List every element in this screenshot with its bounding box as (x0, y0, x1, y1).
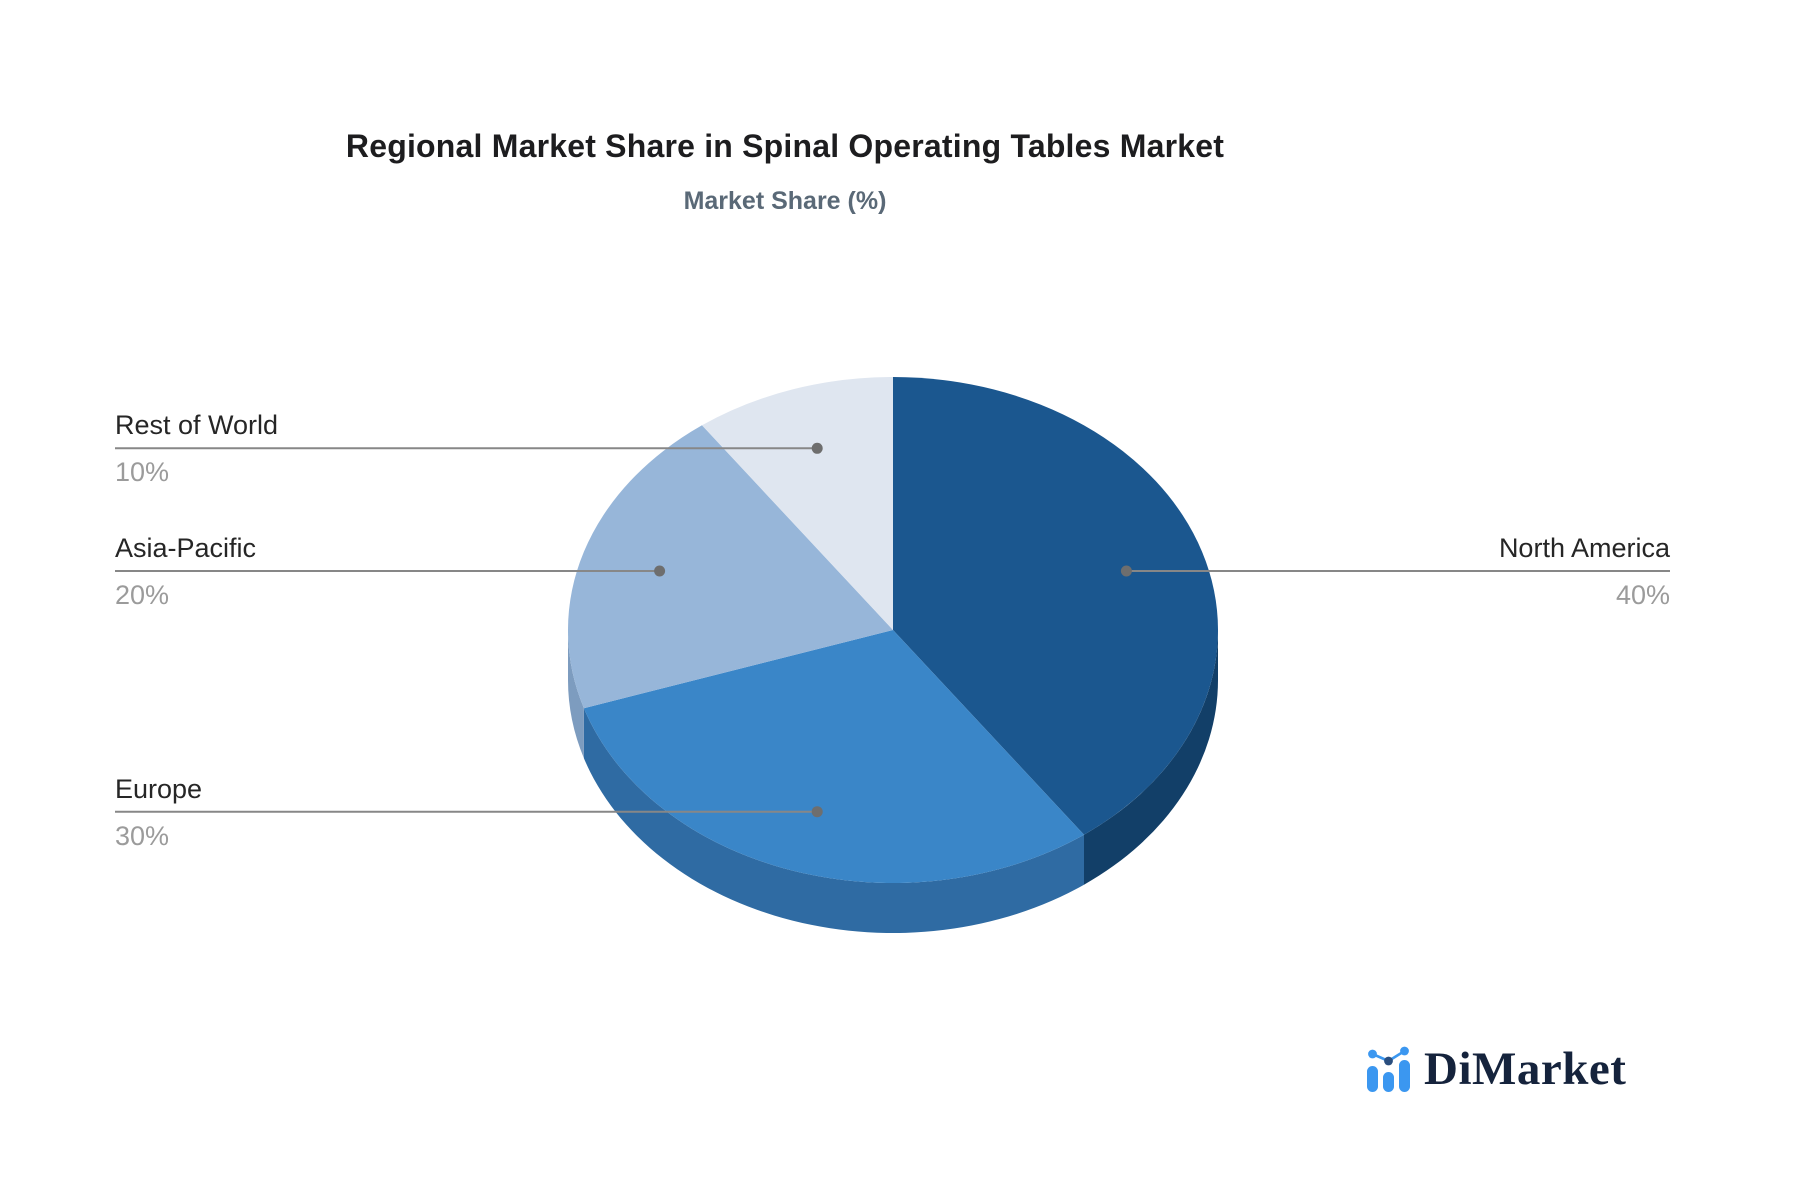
pie-slice-asia-pacific (567, 425, 893, 709)
slice-name: Rest of World (115, 410, 279, 440)
pie-slice-side-north-america (1084, 630, 1218, 885)
pie-slice-side-europe (583, 708, 1084, 934)
slice-name: Europe (115, 774, 203, 804)
slice-pct: 40% (1615, 580, 1670, 610)
pie-slice-rest-of-world (702, 377, 893, 630)
chart-header: Regional Market Share in Spinal Operatin… (346, 128, 1224, 216)
leader-dot (811, 806, 823, 818)
pie-slice-north-america (893, 377, 1219, 835)
leader-dot (811, 442, 823, 454)
chart-subtitle: Market Share (%) (683, 187, 887, 215)
chart-title: Regional Market Share in Spinal Operatin… (345, 128, 1225, 164)
slice-pct: 10% (115, 457, 170, 487)
dimarket-logo: DiMarket (1366, 1042, 1626, 1096)
logo-text: DiMarket (1424, 1043, 1627, 1095)
leader-dot (654, 565, 666, 577)
slice-name: North America (1498, 533, 1670, 563)
slice-name: Asia-Pacific (115, 533, 257, 563)
bar-line-chart-icon (1367, 1046, 1410, 1092)
leader-dot (1120, 565, 1132, 577)
slice-pct: 20% (115, 580, 170, 610)
pie-slice-europe (583, 630, 1084, 884)
pie-slice-side-asia-pacific (568, 630, 584, 759)
slice-pct: 30% (115, 821, 170, 851)
